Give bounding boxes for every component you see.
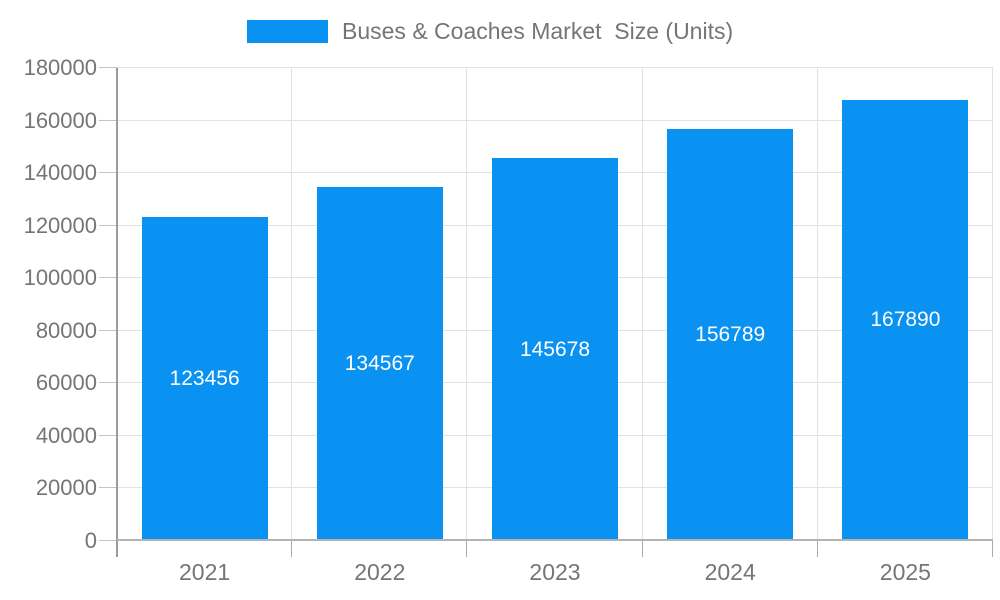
- category-tick: [291, 541, 293, 557]
- y-axis-tick: [99, 119, 117, 121]
- y-axis-label: 20000: [35, 475, 97, 501]
- bar: 134567: [316, 187, 443, 541]
- bar-value-label: 167890: [870, 308, 941, 332]
- y-axis-label: 100000: [23, 265, 97, 291]
- y-axis-tick: [99, 382, 117, 384]
- bar-value-label: 134567: [344, 352, 415, 376]
- x-axis-label: 2024: [704, 559, 756, 585]
- x-axis-label: 2021: [179, 559, 231, 585]
- y-axis-label: 0: [84, 528, 97, 553]
- y-axis-label: 80000: [35, 317, 97, 343]
- y-axis-tick: [99, 172, 117, 174]
- category-tick: [466, 541, 468, 557]
- y-axis-label: 40000: [35, 422, 97, 448]
- bar: 145678: [492, 158, 618, 541]
- gridline-horizontal: [117, 67, 993, 68]
- bar: 123456: [141, 216, 268, 541]
- category-tick: [641, 541, 643, 557]
- gridline-vertical: [992, 68, 993, 541]
- x-axis-label: 2025: [879, 559, 931, 585]
- bar-value-label: 123456: [169, 366, 240, 390]
- bar: 167890: [842, 99, 969, 541]
- y-axis-tick: [99, 540, 117, 541]
- y-axis-tick: [99, 67, 117, 68]
- bar-value-label: 156789: [695, 322, 766, 346]
- category-tick: [992, 541, 993, 557]
- x-axis-label: 2022: [354, 559, 406, 585]
- y-axis-tick: [99, 487, 117, 489]
- y-axis-label: 60000: [35, 370, 97, 396]
- y-axis-tick: [99, 329, 117, 331]
- gridline-vertical: [816, 68, 818, 541]
- category-tick: [816, 541, 818, 557]
- gridline-vertical: [466, 68, 468, 541]
- legend-color-swatch: [247, 20, 328, 43]
- y-axis-label: 140000: [23, 160, 97, 186]
- y-axis-label: 120000: [23, 212, 97, 238]
- gridline-vertical: [291, 68, 293, 541]
- legend[interactable]: Buses & Coaches Market Size (Units): [247, 19, 733, 44]
- legend-label: Buses & Coaches Market Size (Units): [342, 18, 734, 44]
- y-axis-tick: [99, 434, 117, 436]
- x-axis-baseline: [117, 539, 993, 541]
- bar-value-label: 145678: [519, 337, 591, 361]
- bar: 156789: [667, 128, 794, 541]
- gridline-horizontal: [117, 119, 993, 121]
- y-axis-label: 180000: [23, 55, 97, 80]
- x-axis-label: 2023: [529, 559, 581, 585]
- y-axis-line: [116, 68, 118, 557]
- y-axis-label: 160000: [23, 107, 97, 133]
- y-axis-tick: [99, 224, 117, 226]
- y-axis-tick: [99, 277, 117, 279]
- gridline-vertical: [641, 68, 643, 541]
